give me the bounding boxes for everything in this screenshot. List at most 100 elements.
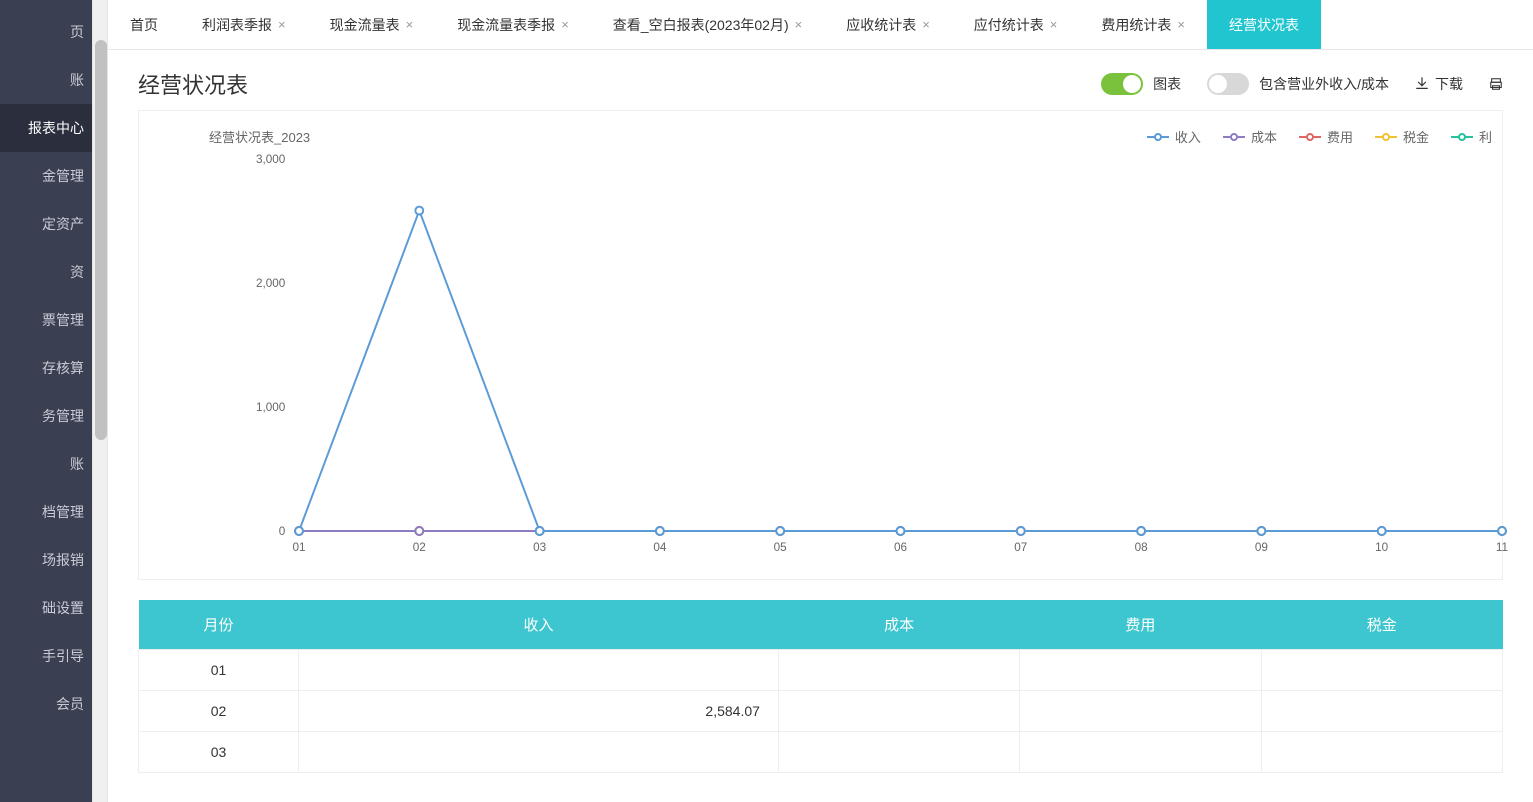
sidebar-item-7[interactable]: 存核算 bbox=[0, 344, 92, 392]
sidebar-item-label: 档管理 bbox=[42, 504, 84, 520]
table-cell: 03 bbox=[139, 732, 299, 773]
legend-swatch bbox=[1451, 132, 1473, 142]
download-button[interactable]: 下载 bbox=[1415, 74, 1463, 94]
series-point[interactable] bbox=[1017, 527, 1025, 535]
table-header-cell: 费用 bbox=[1020, 600, 1261, 650]
tab-0[interactable]: 首页 bbox=[108, 0, 180, 49]
sidebar-item-10[interactable]: 档管理 bbox=[0, 488, 92, 536]
sidebar-item-label: 资 bbox=[70, 264, 84, 280]
svg-text:1,000: 1,000 bbox=[256, 400, 286, 414]
series-point[interactable] bbox=[656, 527, 664, 535]
close-icon[interactable]: × bbox=[795, 17, 803, 32]
series-point[interactable] bbox=[1257, 527, 1265, 535]
legend-swatch bbox=[1147, 132, 1169, 142]
sidebar-item-6[interactable]: 票管理 bbox=[0, 296, 92, 344]
table-row: 03 bbox=[139, 732, 1503, 773]
sidebar-scrollbar[interactable] bbox=[92, 0, 108, 802]
series-point[interactable] bbox=[1378, 527, 1386, 535]
tab-6[interactable]: 应付统计表 × bbox=[952, 0, 1080, 49]
series-point[interactable] bbox=[536, 527, 544, 535]
table-cell bbox=[299, 732, 779, 773]
close-icon[interactable]: × bbox=[406, 17, 414, 32]
tab-3[interactable]: 现金流量表季报 × bbox=[435, 0, 591, 49]
close-icon[interactable]: × bbox=[1177, 17, 1185, 32]
toggle-chart[interactable] bbox=[1101, 73, 1143, 95]
sidebar-item-label: 报表中心 bbox=[28, 120, 84, 136]
print-icon[interactable] bbox=[1489, 77, 1503, 91]
svg-text:06: 06 bbox=[894, 540, 907, 554]
series-point[interactable] bbox=[415, 527, 423, 535]
series-point[interactable] bbox=[295, 527, 303, 535]
series-point[interactable] bbox=[897, 527, 905, 535]
sidebar-item-label: 账 bbox=[70, 456, 84, 472]
table-cell: 02 bbox=[139, 691, 299, 732]
sidebar-item-0[interactable]: 页 bbox=[0, 8, 92, 56]
table-cell bbox=[1020, 732, 1261, 773]
sidebar-item-label: 会员 bbox=[56, 696, 84, 712]
tab-label: 经营状况表 bbox=[1229, 15, 1299, 35]
close-icon[interactable]: × bbox=[278, 17, 286, 32]
sidebar-item-1[interactable]: 账 bbox=[0, 56, 92, 104]
table-cell bbox=[778, 691, 1019, 732]
table-header-cell: 税金 bbox=[1261, 600, 1502, 650]
close-icon[interactable]: × bbox=[1050, 17, 1058, 32]
svg-text:3,000: 3,000 bbox=[256, 152, 286, 166]
series-point[interactable] bbox=[776, 527, 784, 535]
sidebar-item-label: 务管理 bbox=[42, 408, 84, 424]
svg-text:05: 05 bbox=[774, 540, 787, 554]
tab-5[interactable]: 应收统计表× bbox=[824, 0, 952, 49]
page-actions: 图表 包含营业外收入/成本 下载 bbox=[1101, 73, 1503, 95]
sidebar-item-12[interactable]: 础设置 bbox=[0, 584, 92, 632]
tab-7[interactable]: 费用统计表 × bbox=[1079, 0, 1207, 49]
scrollbar-thumb[interactable] bbox=[95, 40, 107, 440]
toggle-extra-wrap: 包含营业外收入/成本 bbox=[1207, 73, 1389, 95]
table-row: 01 bbox=[139, 650, 1503, 691]
tab-label: 应付统计表 bbox=[974, 15, 1044, 35]
table-cell bbox=[1261, 732, 1502, 773]
toggle-extra[interactable] bbox=[1207, 73, 1249, 95]
chart-plot: 01,0002,0003,0000102030405060708091011 bbox=[299, 159, 1502, 531]
svg-text:0: 0 bbox=[279, 524, 286, 538]
close-icon[interactable]: × bbox=[561, 17, 569, 32]
sidebar-item-4[interactable]: 定资产 bbox=[0, 200, 92, 248]
tab-label: 费用统计表 bbox=[1101, 15, 1171, 35]
sidebar-item-8[interactable]: 务管理 bbox=[0, 392, 92, 440]
sidebar-item-label: 场报销 bbox=[42, 552, 84, 568]
legend-item-3[interactable]: 税金 bbox=[1375, 127, 1429, 146]
sidebar-item-14[interactable]: 会员 bbox=[0, 680, 92, 728]
svg-text:04: 04 bbox=[653, 540, 666, 554]
sidebar-item-9[interactable]: 账 bbox=[0, 440, 92, 488]
table-cell: 01 bbox=[139, 650, 299, 691]
sidebar-item-3[interactable]: 金管理 bbox=[0, 152, 92, 200]
table-header-cell: 成本 bbox=[778, 600, 1019, 650]
legend-swatch bbox=[1299, 132, 1321, 142]
sidebar-item-2[interactable]: 报表中心 bbox=[0, 104, 92, 152]
series-point[interactable] bbox=[1137, 527, 1145, 535]
legend-swatch bbox=[1223, 132, 1245, 142]
close-icon[interactable]: × bbox=[922, 17, 930, 32]
table-row: 022,584.07 bbox=[139, 691, 1503, 732]
legend-item-4[interactable]: 利 bbox=[1451, 127, 1492, 146]
series-point[interactable] bbox=[415, 207, 423, 215]
legend-item-1[interactable]: 成本 bbox=[1223, 127, 1277, 146]
table-cell: 2,584.07 bbox=[299, 691, 779, 732]
tab-1[interactable]: 利润表季报× bbox=[180, 0, 308, 49]
legend-item-0[interactable]: 收入 bbox=[1147, 127, 1201, 146]
table-body: 01022,584.0703 bbox=[139, 650, 1503, 773]
table-cell bbox=[778, 650, 1019, 691]
tab-label: 现金流量表季报 bbox=[457, 15, 555, 35]
sidebar-item-13[interactable]: 手引导 bbox=[0, 632, 92, 680]
tab-2[interactable]: 现金流量表× bbox=[308, 0, 436, 49]
tab-8[interactable]: 经营状况表 bbox=[1207, 0, 1321, 49]
sidebar-item-5[interactable]: 资 bbox=[0, 248, 92, 296]
tab-bar: 首页利润表季报×现金流量表×现金流量表季报×查看_空白报表(2023年02月)×… bbox=[108, 0, 1533, 50]
download-icon bbox=[1415, 77, 1429, 91]
legend-item-2[interactable]: 费用 bbox=[1299, 127, 1353, 146]
sidebar-item-11[interactable]: 场报销 bbox=[0, 536, 92, 584]
page-title: 经营状况表 bbox=[138, 68, 248, 100]
table-header-row: 月份收入成本费用税金 bbox=[139, 600, 1503, 650]
tab-4[interactable]: 查看_空白报表(2023年02月)× bbox=[591, 0, 824, 49]
series-point[interactable] bbox=[1498, 527, 1506, 535]
svg-text:11: 11 bbox=[1496, 540, 1508, 554]
sidebar-item-label: 金管理 bbox=[42, 168, 84, 184]
